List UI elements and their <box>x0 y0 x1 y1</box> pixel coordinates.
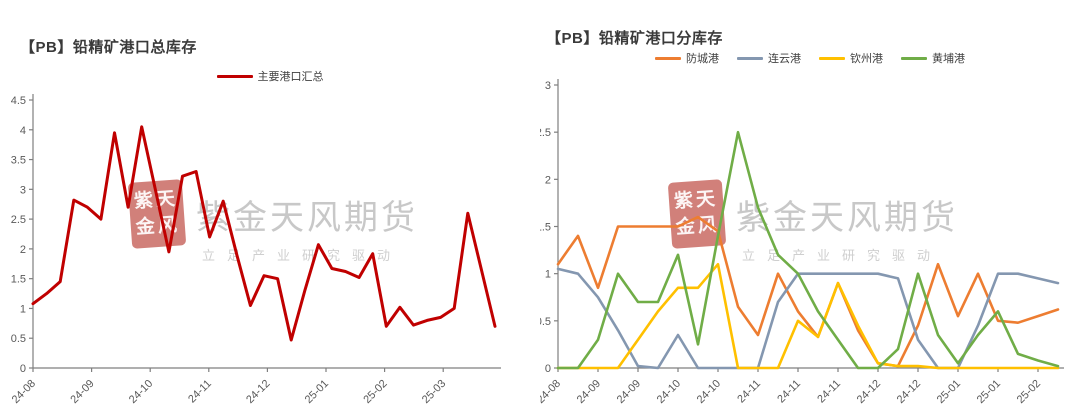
chart-plot-area: 0 0.5 1 1.5 2 2.5 3 3.5 4 4.5 24-08 24-09 24-10 24-11… <box>10 94 501 406</box>
chart-legend: 主要港口汇总 <box>0 68 540 84</box>
y-tick-label: 1 <box>20 303 26 315</box>
legend-line-marker <box>655 56 681 60</box>
x-tick-label: 25-02 <box>1015 378 1043 406</box>
legend-label: 主要港口汇总 <box>257 71 324 83</box>
chart-title: 【PB】铅精矿港口分库存 <box>546 30 723 47</box>
x-tick-label: 24-09 <box>615 378 643 406</box>
y-tick-label: 2.5 <box>11 214 26 226</box>
legend-label: 钦州港 <box>850 53 883 65</box>
x-tick-label: 25-01 <box>935 378 963 406</box>
x-tick-label: 25-01 <box>303 378 331 406</box>
legend-item: 钦州港 <box>819 50 883 66</box>
y-tick-label: 1 <box>545 269 551 281</box>
x-tick-label: 24-10 <box>655 378 683 406</box>
x-tick-label: 24-12 <box>855 378 883 406</box>
x-tick-label: 24-10 <box>127 378 155 406</box>
legend-line-marker <box>819 56 845 60</box>
y-tick-label: 2.5 <box>540 127 551 139</box>
legend-label: 防城港 <box>686 53 719 65</box>
y-tick-label: 4.5 <box>11 95 26 107</box>
chart-plot-area: 0 0.5 1 1.5 2 2.5 3 24-08 24-09 24-09 24-10 24-10 24… <box>540 79 1064 406</box>
y-tick-label: 1.5 <box>540 222 551 234</box>
chart-total-port-inventory: 紫天 金风 紫金天风期货 立足产业研究驱动 【PB】铅精矿港口总库存 主要港口汇… <box>0 39 540 406</box>
x-tick-label: 24-11 <box>735 378 763 406</box>
x-tick-label: 24-11 <box>815 378 843 406</box>
x-tick-label: 24-09 <box>68 378 96 406</box>
series-line-0 <box>31 125 497 342</box>
x-tick-label: 24-09 <box>575 378 603 406</box>
x-tick-label: 24-11 <box>186 378 214 406</box>
y-tick-label: 0.5 <box>540 316 551 328</box>
legend-line-marker <box>901 56 927 60</box>
x-tick-label: 24-08 <box>540 378 563 406</box>
y-tick-label: 0 <box>20 363 26 375</box>
legend-line-marker <box>737 56 763 60</box>
x-tick-label: 24-12 <box>895 378 923 406</box>
legend-item: 连云港 <box>737 50 801 66</box>
x-tick-label: 24-08 <box>10 378 38 406</box>
legend-line-marker <box>216 74 253 78</box>
legend-item: 防城港 <box>655 50 719 66</box>
x-tick-label: 24-10 <box>695 378 723 406</box>
series-line-2 <box>556 262 1060 370</box>
y-tick-label: 3 <box>20 184 26 196</box>
y-tick-label: 2 <box>20 244 26 256</box>
y-tick-label: 3.5 <box>11 155 26 167</box>
x-tick-label: 24-11 <box>775 378 803 406</box>
chart-legend: 防城港 连云港 钦州港 黄埔港 <box>540 50 1080 66</box>
y-tick-label: 4 <box>20 125 26 137</box>
series-line-0 <box>556 215 1060 368</box>
y-tick-label: 3 <box>545 80 551 92</box>
x-tick-label: 25-02 <box>361 378 389 406</box>
chart-port-inventory-breakdown: 紫天 金风 紫金天风期货 立足产业研究驱动 【PB】铅精矿港口分库存 防城港 连云… <box>540 0 1080 419</box>
y-tick-label: 0 <box>545 363 551 375</box>
series-line-3 <box>556 130 1060 370</box>
legend-label: 黄埔港 <box>932 53 965 65</box>
x-tick-label: 24-12 <box>244 378 272 406</box>
legend-item: 主要港口汇总 <box>216 68 324 84</box>
series-line-1 <box>556 267 1060 370</box>
legend-item: 黄埔港 <box>901 50 965 66</box>
y-tick-label: 2 <box>545 174 551 186</box>
chart-title: 【PB】铅精矿港口总库存 <box>20 39 197 56</box>
x-tick-label: 25-03 <box>420 378 448 406</box>
y-tick-label: 0.5 <box>11 333 26 345</box>
x-tick-label: 25-01 <box>975 378 1003 406</box>
legend-label: 连云港 <box>768 53 801 65</box>
y-tick-label: 1.5 <box>11 274 26 286</box>
